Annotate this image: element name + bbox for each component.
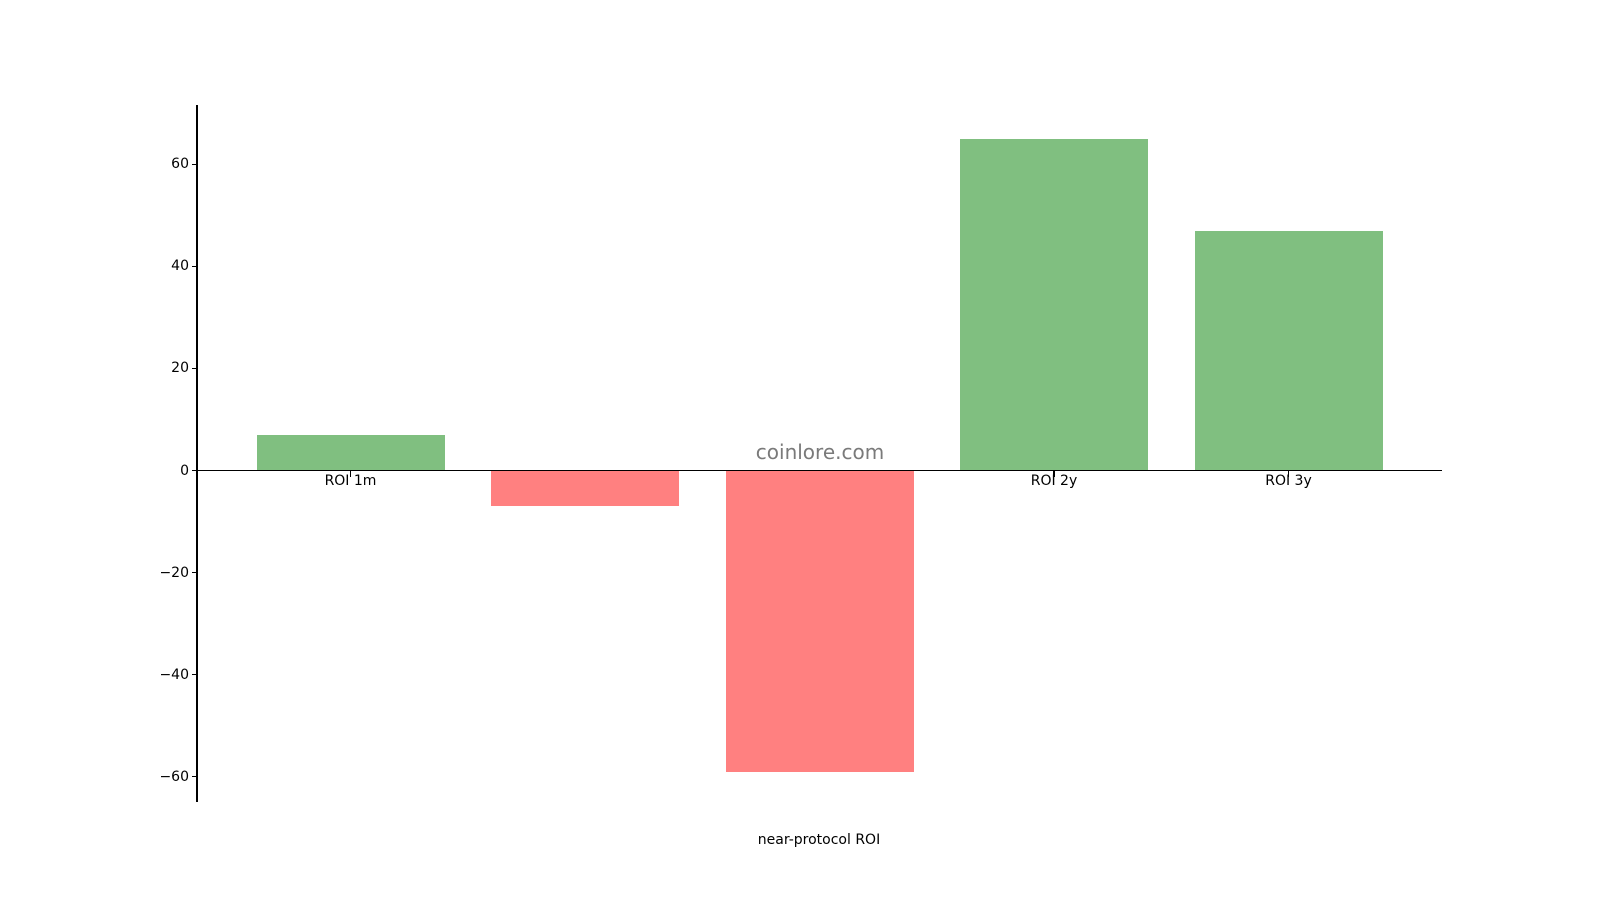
- y-tick-label: −60: [159, 768, 189, 785]
- x-tick-mark: [1053, 470, 1055, 477]
- x-tick-label: ROI 1m: [324, 472, 377, 489]
- x-tick-mark: [1287, 470, 1290, 477]
- y-tick-mark: [192, 163, 197, 165]
- y-tick-label: 20: [171, 360, 189, 377]
- bar-roi-1m: [256, 434, 445, 471]
- y-tick-mark: [192, 571, 197, 574]
- y-axis-spine: [196, 105, 198, 802]
- bar-roi-3y: [1194, 230, 1383, 471]
- bar-roi-1: [491, 470, 679, 507]
- y-tick-mark: [192, 469, 197, 472]
- bar-roi-2: [725, 470, 914, 772]
- x-tick-label: ROI 2y: [1030, 472, 1078, 489]
- x-tick-mark: [349, 470, 352, 477]
- y-tick-mark: [192, 367, 197, 370]
- x-axis-zero-line: [196, 469, 1442, 472]
- y-tick-label: 0: [180, 462, 189, 479]
- y-tick-label: −20: [159, 564, 189, 581]
- watermark-text: coinlore.com: [755, 440, 885, 464]
- y-tick-mark: [192, 776, 197, 778]
- y-tick-mark: [192, 265, 197, 267]
- y-tick-label: −40: [159, 666, 189, 683]
- y-tick-mark: [192, 674, 197, 676]
- x-axis-title: near-protocol ROI: [757, 832, 881, 848]
- y-tick-label: 60: [171, 156, 189, 173]
- y-tick-label: 40: [171, 258, 189, 275]
- bar-roi-2y: [960, 138, 1148, 471]
- x-tick-label: ROI 3y: [1265, 472, 1312, 489]
